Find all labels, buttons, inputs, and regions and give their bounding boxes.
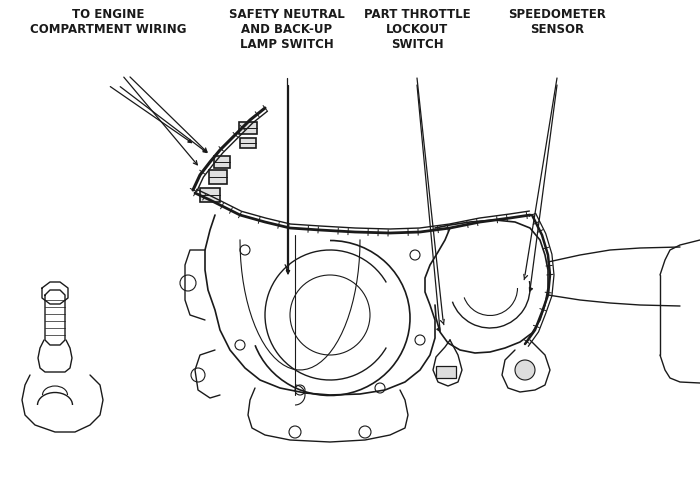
Bar — [209, 170, 227, 184]
Text: PART THROTTLE
LOCKOUT
SWITCH: PART THROTTLE LOCKOUT SWITCH — [364, 8, 470, 51]
Bar — [436, 366, 456, 378]
Circle shape — [515, 360, 535, 380]
Text: SPEEDOMETER
SENSOR: SPEEDOMETER SENSOR — [508, 8, 606, 36]
Bar — [240, 138, 256, 148]
Text: TO ENGINE
COMPARTMENT WIRING: TO ENGINE COMPARTMENT WIRING — [29, 8, 186, 36]
Bar — [214, 156, 230, 168]
Bar — [200, 188, 220, 202]
Text: SAFETY NEUTRAL
AND BACK-UP
LAMP SWITCH: SAFETY NEUTRAL AND BACK-UP LAMP SWITCH — [229, 8, 345, 51]
Bar — [239, 122, 257, 134]
